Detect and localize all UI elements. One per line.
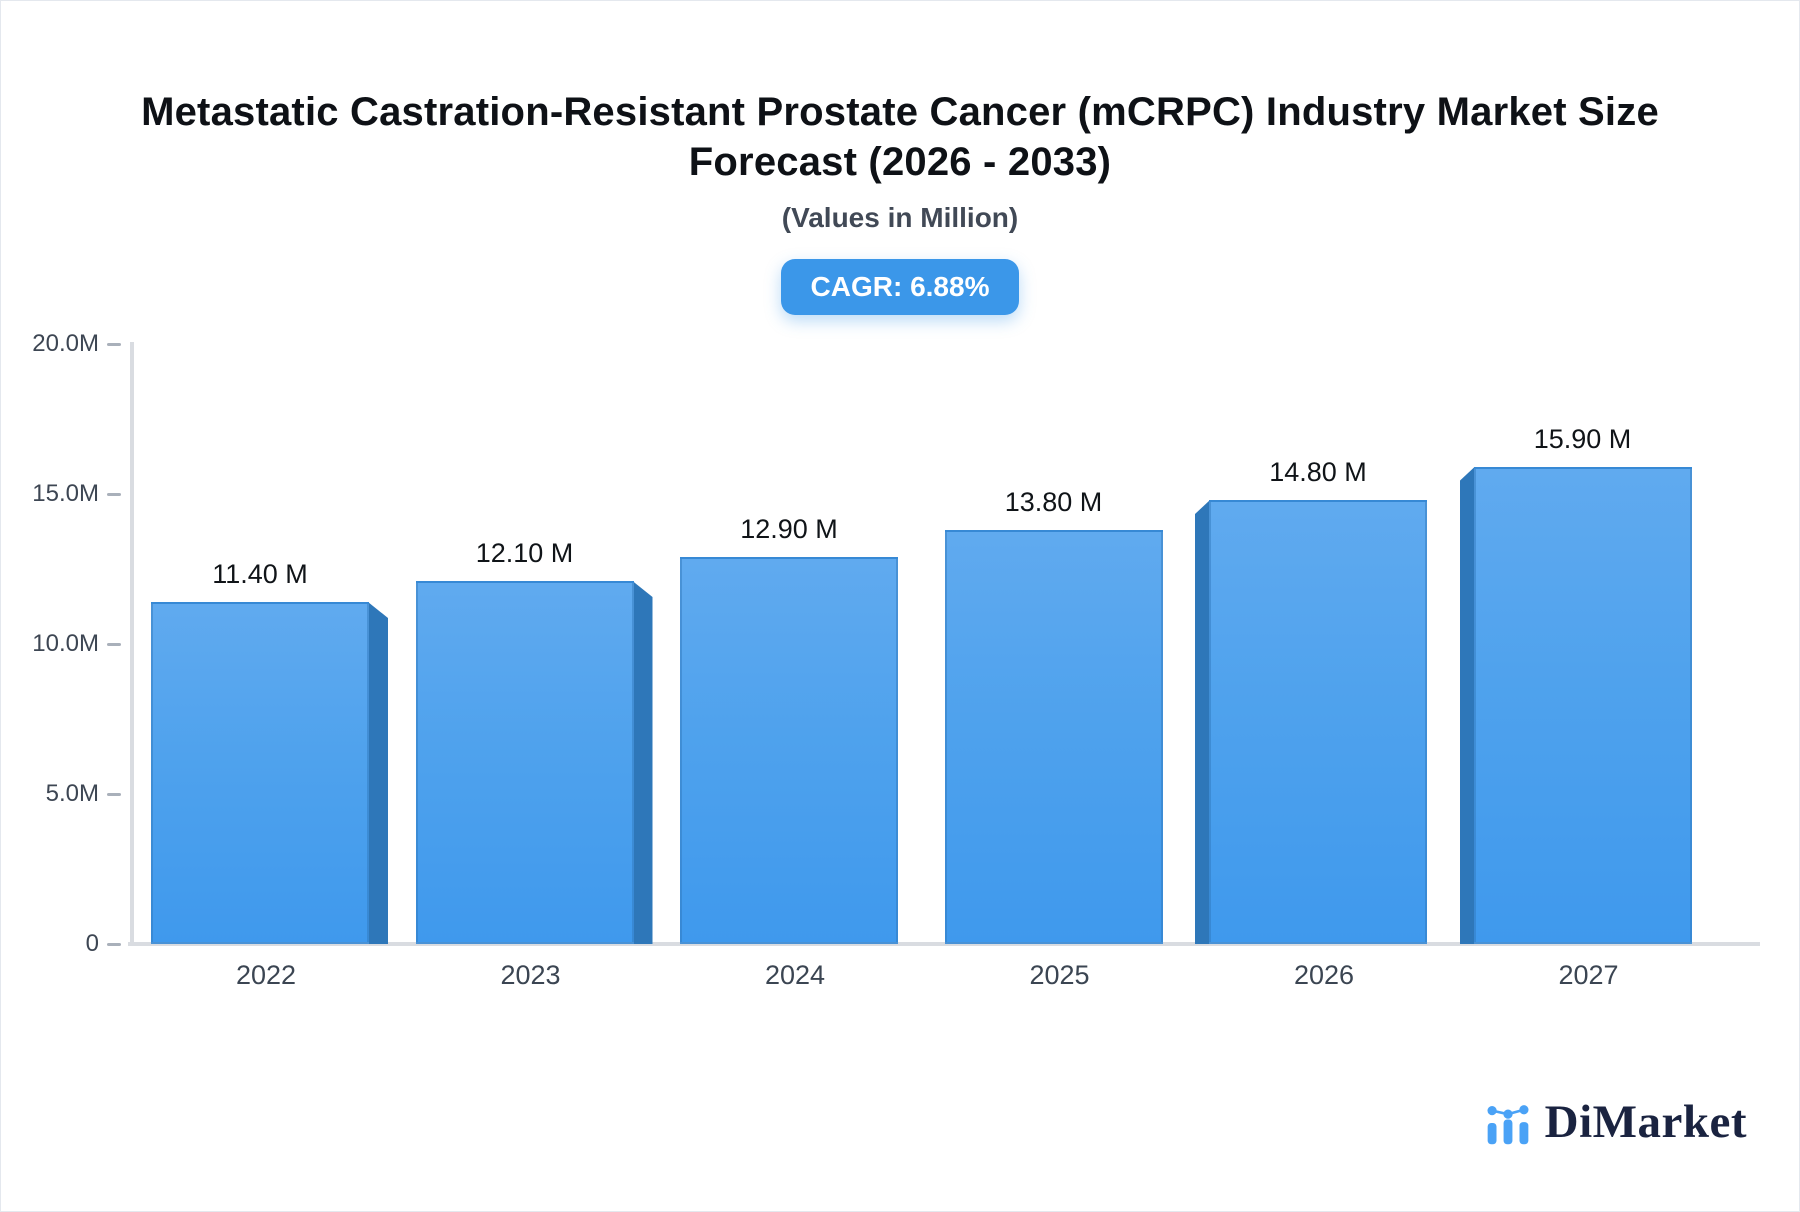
brand-logo: DiMarket (1485, 1099, 1747, 1146)
x-tick-label-2023: 2023 (500, 960, 561, 990)
cagr-badge: CAGR: 6.88% (780, 259, 1020, 315)
y-tick-label-15.0M: 15.0M (32, 480, 99, 507)
x-tick-label-2027: 2027 (1558, 960, 1619, 990)
bar-value-label-2027: 15.90 M (1533, 424, 1632, 454)
y-tick-label-10.0M: 10.0M (32, 630, 99, 657)
y-tick-mark-5.0M (107, 792, 121, 796)
bar-3d-side-2027 (1459, 467, 1475, 944)
brand-logo-icon (1487, 1104, 1529, 1144)
bar-2022[interactable] (151, 602, 369, 944)
bar-2025[interactable] (944, 530, 1163, 944)
x-tick-label-2024: 2024 (764, 960, 826, 990)
bar-value-label-2026: 14.80 M (1269, 457, 1367, 487)
x-tick-label-2022: 2022 (235, 960, 297, 990)
bar-value-label-2023: 12.10 M (475, 538, 574, 568)
x-tick-label-2026: 2026 (1293, 960, 1355, 990)
bar-3d-side-2022 (368, 602, 388, 944)
y-tick-mark-10.0M (107, 642, 121, 646)
y-tick-label-20.0M: 20.0M (32, 330, 99, 357)
y-tick-label-0: 0 (85, 930, 99, 957)
bar-value-label-2024: 12.90 M (740, 514, 838, 544)
brand-name: DiMarket (1544, 1096, 1747, 1148)
y-tick-mark-20.0M (107, 342, 121, 346)
bar-3d-side-2026 (1195, 500, 1210, 944)
x-tick-label-2025: 2025 (1029, 960, 1090, 990)
chart-title-line-2: Forecast (2026 - 2033) (688, 140, 1112, 184)
chart-title: Metastatic Castration-Resistant Prostate… (1, 87, 1799, 187)
x-axis-line (128, 942, 1760, 946)
bar-value-label-2025: 13.80 M (1004, 487, 1103, 517)
y-tick-mark-15.0M (107, 492, 121, 496)
y-tick-label-5.0M: 5.0M (45, 780, 99, 807)
chart-header: Metastatic Castration-Resistant Prostate… (1, 87, 1799, 315)
bar-2024[interactable] (680, 557, 898, 944)
y-axis-line (130, 342, 134, 946)
chart-title-line-1: Metastatic Castration-Resistant Prostate… (141, 90, 1659, 134)
bar-3d-side-2023 (632, 581, 653, 944)
y-tick-mark-0 (107, 942, 121, 946)
bar-2026[interactable] (1209, 500, 1427, 944)
chart-subtitle: (Values in Million) (781, 202, 1019, 233)
bar-2027[interactable] (1473, 467, 1692, 944)
bar-value-label-2022: 11.40 M (212, 559, 308, 589)
bar-2023[interactable] (415, 581, 634, 944)
